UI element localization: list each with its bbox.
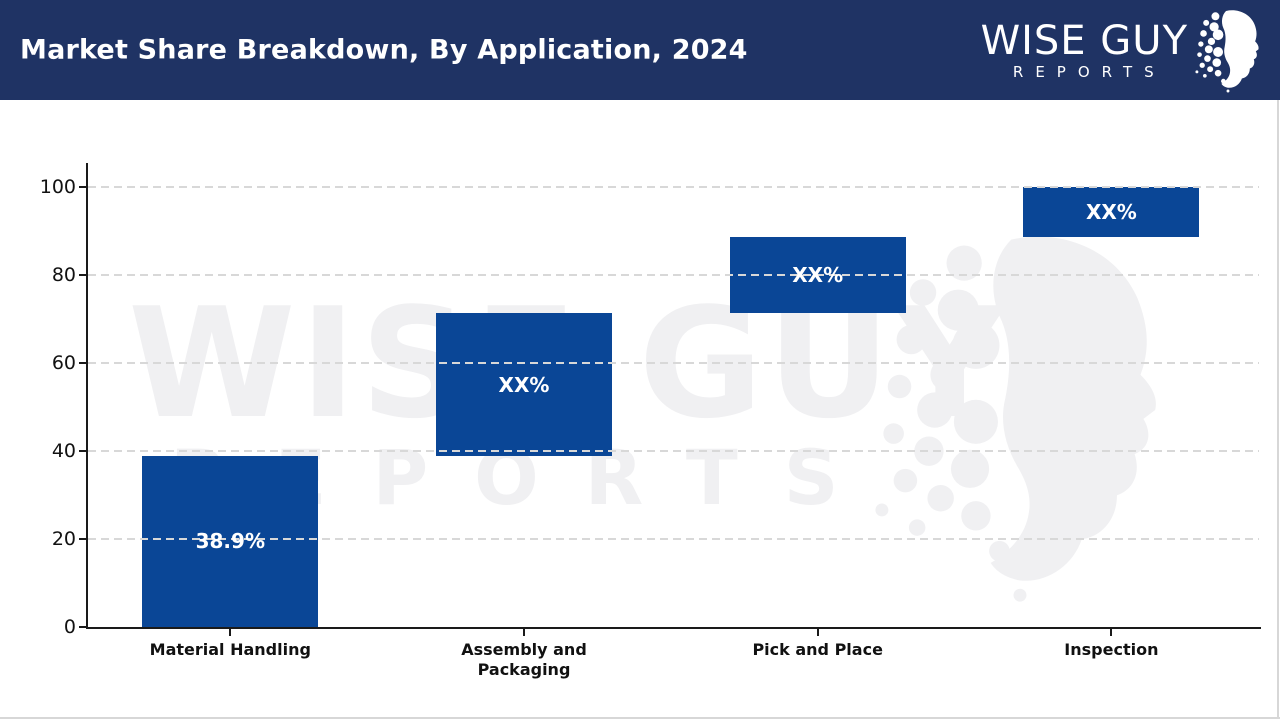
x-tick-label-inspection: Inspection <box>1064 640 1159 659</box>
x-tick-label-assembly-and-packaging: Assembly and Packaging <box>461 640 587 679</box>
gridline-40 <box>88 450 1259 452</box>
bar-inspection <box>1023 187 1200 238</box>
x-axis-spine <box>86 627 1261 629</box>
y-tick-mark <box>79 274 87 276</box>
bar-label-pick-and-place: XX% <box>792 263 844 288</box>
y-tick-mark <box>79 450 87 452</box>
x-tick-mark <box>816 629 819 636</box>
y-tick-label: 40 <box>51 440 76 462</box>
x-tick-label-material-handling: Material Handling <box>149 640 311 659</box>
y-tick-mark <box>79 538 87 540</box>
y-tick-mark <box>79 626 87 628</box>
image-bottom-border <box>0 717 1280 719</box>
page-title: Market Share Breakdown, By Application, … <box>20 34 748 66</box>
y-tick-mark <box>79 186 87 188</box>
logo-reports-text: REPORTS <box>1012 62 1166 81</box>
y-tick-label: 60 <box>51 352 76 374</box>
header: Market Share Breakdown, By Application, … <box>0 0 1280 100</box>
logo-head-icon <box>1195 10 1259 93</box>
logo-wiseguy-text: WISE GUY <box>980 17 1188 64</box>
y-axis-spine <box>86 163 88 629</box>
x-tick-mark <box>523 629 525 636</box>
bar-label-inspection: XX% <box>1085 200 1137 225</box>
x-tick-label-pick-and-place: Pick and Place <box>752 640 883 659</box>
bar-label-material-handling: 38.9% <box>195 529 265 554</box>
bar-label-assembly-and-packaging: XX% <box>498 372 550 397</box>
wise-guy-reports-logo: WISE GUY REPORTS <box>981 6 1266 94</box>
gridline-80 <box>88 274 1259 276</box>
y-tick-label: 100 <box>39 176 76 198</box>
y-tick-label: 0 <box>63 616 76 638</box>
y-tick-mark <box>79 362 87 364</box>
bar-assembly-and-packaging <box>436 313 612 456</box>
x-tick-mark <box>229 629 232 636</box>
y-tick-label: 20 <box>51 528 76 550</box>
y-tick-label: 80 <box>51 264 76 286</box>
gridline-60 <box>88 362 1259 364</box>
gridline-100 <box>88 186 1259 188</box>
gridline-20 <box>88 538 1259 540</box>
bar-material-handling <box>142 455 319 627</box>
image-right-border <box>1277 100 1279 718</box>
x-tick-mark <box>1110 629 1113 636</box>
logo-text: WISE GUY REPORTS <box>981 20 1188 81</box>
